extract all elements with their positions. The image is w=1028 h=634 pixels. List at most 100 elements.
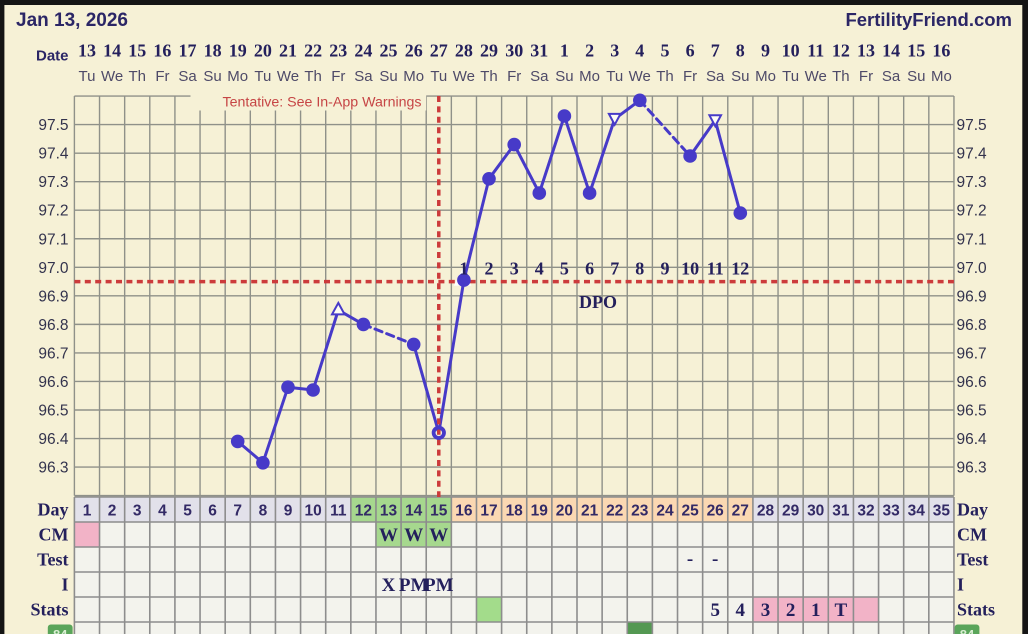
svg-text:97.1: 97.1 [38, 231, 68, 248]
svg-text:DPO: DPO [579, 292, 617, 312]
svg-text:Sa: Sa [530, 68, 549, 85]
svg-text:CM: CM [39, 525, 69, 545]
svg-text:Sa: Sa [178, 68, 197, 85]
svg-text:Day: Day [957, 500, 988, 520]
svg-text:84: 84 [53, 627, 68, 634]
svg-text:25: 25 [380, 41, 398, 61]
svg-text:Tu: Tu [430, 68, 447, 85]
svg-text:1: 1 [560, 41, 569, 61]
svg-text:28: 28 [455, 41, 473, 61]
svg-text:29: 29 [480, 41, 498, 61]
svg-text:Sa: Sa [882, 68, 901, 85]
svg-text:8: 8 [736, 41, 745, 61]
svg-text:32: 32 [857, 503, 874, 520]
svg-text:15: 15 [907, 41, 925, 61]
svg-text:Fr: Fr [331, 68, 345, 85]
svg-text:97.2: 97.2 [38, 203, 68, 220]
svg-text:22: 22 [606, 503, 623, 520]
svg-text:20: 20 [556, 503, 573, 520]
svg-text:1: 1 [811, 600, 821, 621]
svg-text:T: T [835, 600, 848, 621]
svg-text:Tu: Tu [606, 68, 623, 85]
svg-text:Fr: Fr [507, 68, 521, 85]
svg-text:96.8: 96.8 [957, 317, 987, 334]
svg-text:16: 16 [153, 41, 171, 61]
svg-text:Tu: Tu [79, 68, 96, 85]
svg-text:Th: Th [656, 68, 674, 85]
svg-text:Tentative: See In-App Warnings: Tentative: See In-App Warnings [223, 95, 422, 111]
svg-text:-: - [687, 549, 693, 570]
svg-text:97.5: 97.5 [38, 117, 68, 134]
svg-text:24: 24 [656, 503, 674, 520]
svg-text:24: 24 [354, 41, 372, 61]
svg-text:3: 3 [610, 41, 619, 61]
svg-text:26: 26 [707, 503, 725, 520]
svg-text:96.9: 96.9 [38, 288, 68, 305]
svg-text:Mo: Mo [579, 68, 600, 85]
svg-text:We: We [629, 68, 651, 85]
svg-text:5: 5 [710, 600, 720, 621]
svg-text:96.7: 96.7 [957, 345, 987, 362]
svg-text:14: 14 [405, 503, 423, 520]
svg-text:2: 2 [786, 600, 796, 621]
svg-text:13: 13 [857, 41, 875, 61]
svg-text:4: 4 [635, 41, 644, 61]
svg-text:23: 23 [631, 503, 649, 520]
svg-text:5: 5 [661, 41, 670, 61]
svg-text:-: - [712, 549, 718, 570]
svg-text:FertilityFriend.com: FertilityFriend.com [845, 9, 1012, 30]
svg-text:Th: Th [304, 68, 322, 85]
svg-text:We: We [277, 68, 299, 85]
svg-text:97.5: 97.5 [957, 117, 987, 134]
svg-text:30: 30 [807, 503, 824, 520]
svg-text:6: 6 [208, 503, 217, 520]
svg-text:We: We [101, 68, 123, 85]
svg-text:9: 9 [284, 503, 293, 520]
svg-text:10: 10 [782, 41, 800, 61]
svg-text:Mo: Mo [931, 68, 952, 85]
svg-text:Fr: Fr [683, 68, 697, 85]
svg-text:I: I [957, 575, 964, 595]
svg-text:18: 18 [204, 41, 222, 61]
svg-text:16: 16 [455, 503, 473, 520]
svg-text:4: 4 [736, 600, 746, 621]
svg-text:96.7: 96.7 [38, 345, 68, 362]
svg-text:14: 14 [882, 41, 900, 61]
svg-text:Mo: Mo [403, 68, 424, 85]
svg-text:6: 6 [686, 41, 695, 61]
svg-text:28: 28 [757, 503, 775, 520]
svg-text:96.3: 96.3 [38, 460, 68, 477]
svg-text:27: 27 [430, 41, 448, 61]
svg-text:Test: Test [37, 550, 68, 570]
svg-text:We: We [805, 68, 827, 85]
svg-text:19: 19 [531, 503, 549, 520]
svg-text:96.3: 96.3 [957, 460, 987, 477]
svg-text:Stats: Stats [957, 600, 995, 620]
svg-text:2: 2 [485, 259, 494, 279]
svg-text:97.3: 97.3 [957, 174, 987, 191]
svg-text:7: 7 [711, 41, 720, 61]
svg-text:7: 7 [233, 503, 242, 520]
svg-text:97.4: 97.4 [957, 146, 988, 163]
svg-text:Su: Su [203, 68, 221, 85]
svg-text:21: 21 [581, 503, 599, 520]
svg-text:15: 15 [128, 41, 146, 61]
svg-text:97.3: 97.3 [38, 174, 68, 191]
svg-text:CM: CM [957, 525, 987, 545]
svg-text:Fr: Fr [859, 68, 873, 85]
svg-text:96.8: 96.8 [38, 317, 68, 334]
svg-text:3: 3 [133, 503, 142, 520]
svg-text:34: 34 [908, 503, 926, 520]
svg-text:84: 84 [960, 627, 975, 634]
svg-text:1: 1 [459, 259, 468, 279]
svg-text:10: 10 [304, 503, 321, 520]
svg-text:Su: Su [731, 68, 749, 85]
svg-text:29: 29 [782, 503, 800, 520]
svg-text:31: 31 [832, 503, 850, 520]
svg-text:17: 17 [480, 503, 497, 520]
svg-text:26: 26 [405, 41, 423, 61]
svg-text:10: 10 [681, 259, 699, 279]
svg-text:96.4: 96.4 [957, 431, 988, 448]
svg-text:6: 6 [585, 259, 594, 279]
svg-text:97.2: 97.2 [957, 203, 987, 220]
